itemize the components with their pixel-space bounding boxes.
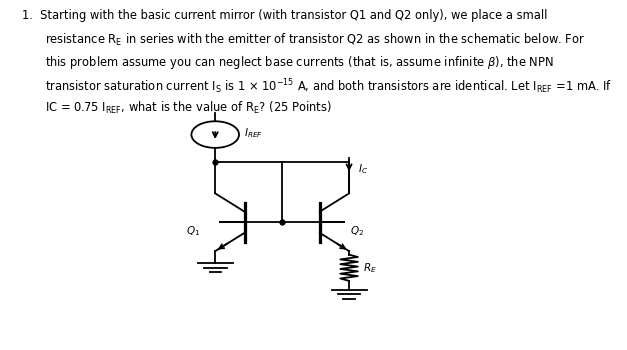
- Text: IC = 0.75 I$_\mathregular{REF}$, what is the value of R$_\mathregular{E}$? (25 P: IC = 0.75 I$_\mathregular{REF}$, what is…: [45, 100, 332, 116]
- Text: $Q_1$: $Q_1$: [186, 224, 200, 238]
- Text: this problem assume you can neglect base currents (that is, assume infinite $\be: this problem assume you can neglect base…: [45, 54, 554, 71]
- Text: $I_{REF}$: $I_{REF}$: [244, 126, 263, 140]
- Text: $Q_2$: $Q_2$: [350, 224, 364, 238]
- Text: transistor saturation current I$_\mathregular{S}$ is 1 $\times$ 10$^{-15}$ A, an: transistor saturation current I$_\mathre…: [45, 77, 612, 96]
- Text: 1.  Starting with the basic current mirror (with transistor Q1 and Q2 only), we : 1. Starting with the basic current mirro…: [22, 9, 547, 22]
- Text: $I_C$: $I_C$: [359, 162, 369, 176]
- Text: $R_E$: $R_E$: [363, 261, 377, 275]
- Text: resistance R$_\mathregular{E}$ in series with the emitter of transistor Q2 as sh: resistance R$_\mathregular{E}$ in series…: [45, 32, 586, 48]
